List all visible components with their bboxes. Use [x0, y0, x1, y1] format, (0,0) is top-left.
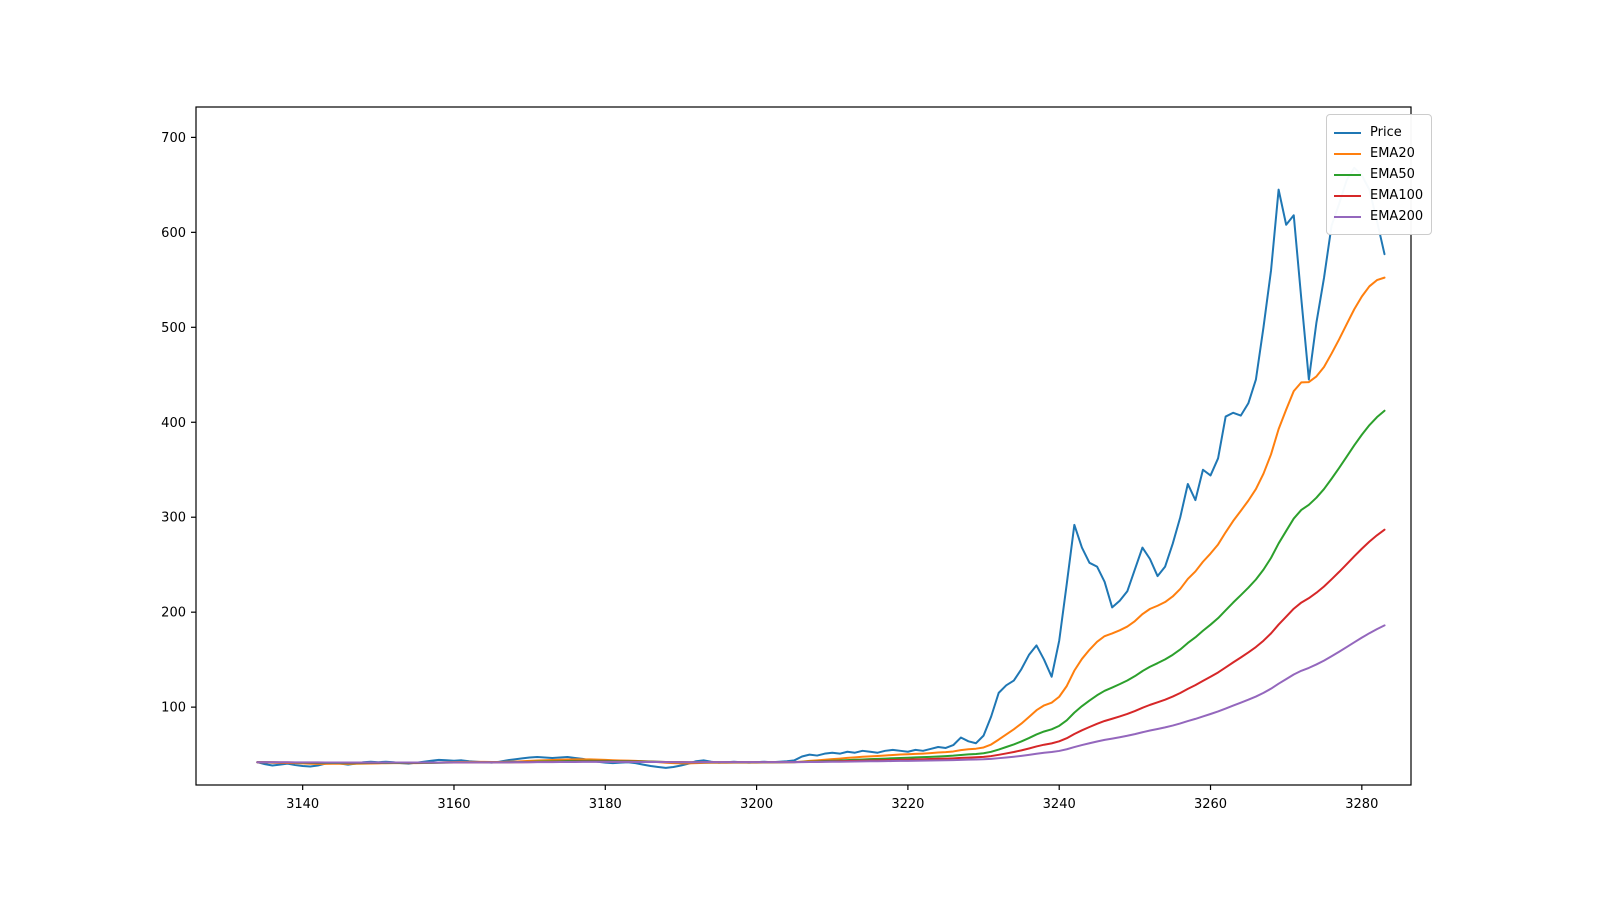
price-line [256, 166, 1386, 769]
legend-label: EMA200 [1370, 209, 1424, 224]
y-tick-label: 200 [161, 606, 186, 621]
legend-label: EMA20 [1370, 146, 1415, 161]
legend-item: EMA50 [1334, 164, 1423, 185]
legend-item: EMA20 [1334, 143, 1423, 164]
legend: Price EMA20 EMA50 EMA100 EMA200 [1326, 114, 1432, 235]
legend-label: EMA100 [1370, 188, 1424, 203]
legend-label: Price [1370, 125, 1402, 140]
x-tick-label: 3280 [1345, 797, 1378, 812]
y-tick-label: 300 [161, 511, 186, 526]
legend-swatch-ema100 [1334, 194, 1361, 197]
ema100-line [256, 528, 1386, 764]
x-tick-label: 3140 [286, 797, 319, 812]
legend-item: EMA200 [1334, 206, 1423, 227]
y-tick-label: 700 [161, 131, 186, 146]
x-tick-label: 3220 [891, 797, 924, 812]
x-tick-label: 3160 [437, 797, 470, 812]
y-tick-label: 500 [161, 321, 186, 336]
legend-swatch-price [1334, 131, 1361, 134]
y-tick-label: 400 [161, 416, 186, 431]
legend-swatch-ema200 [1334, 215, 1361, 218]
x-tick-label: 3260 [1194, 797, 1227, 812]
ema200-line [256, 624, 1386, 764]
x-tick-label: 3180 [589, 797, 622, 812]
legend-label: EMA50 [1370, 167, 1415, 182]
legend-item: Price [1334, 122, 1423, 143]
x-tick-label: 3240 [1043, 797, 1076, 812]
legend-item: EMA100 [1334, 185, 1423, 206]
axes-frame [195, 106, 1412, 786]
legend-swatch-ema20 [1334, 152, 1361, 155]
legend-swatch-ema50 [1334, 173, 1361, 176]
x-tick-label: 3200 [740, 797, 773, 812]
y-tick-label: 600 [161, 226, 186, 241]
ema20-line [256, 276, 1386, 765]
y-tick-label: 100 [161, 701, 186, 716]
